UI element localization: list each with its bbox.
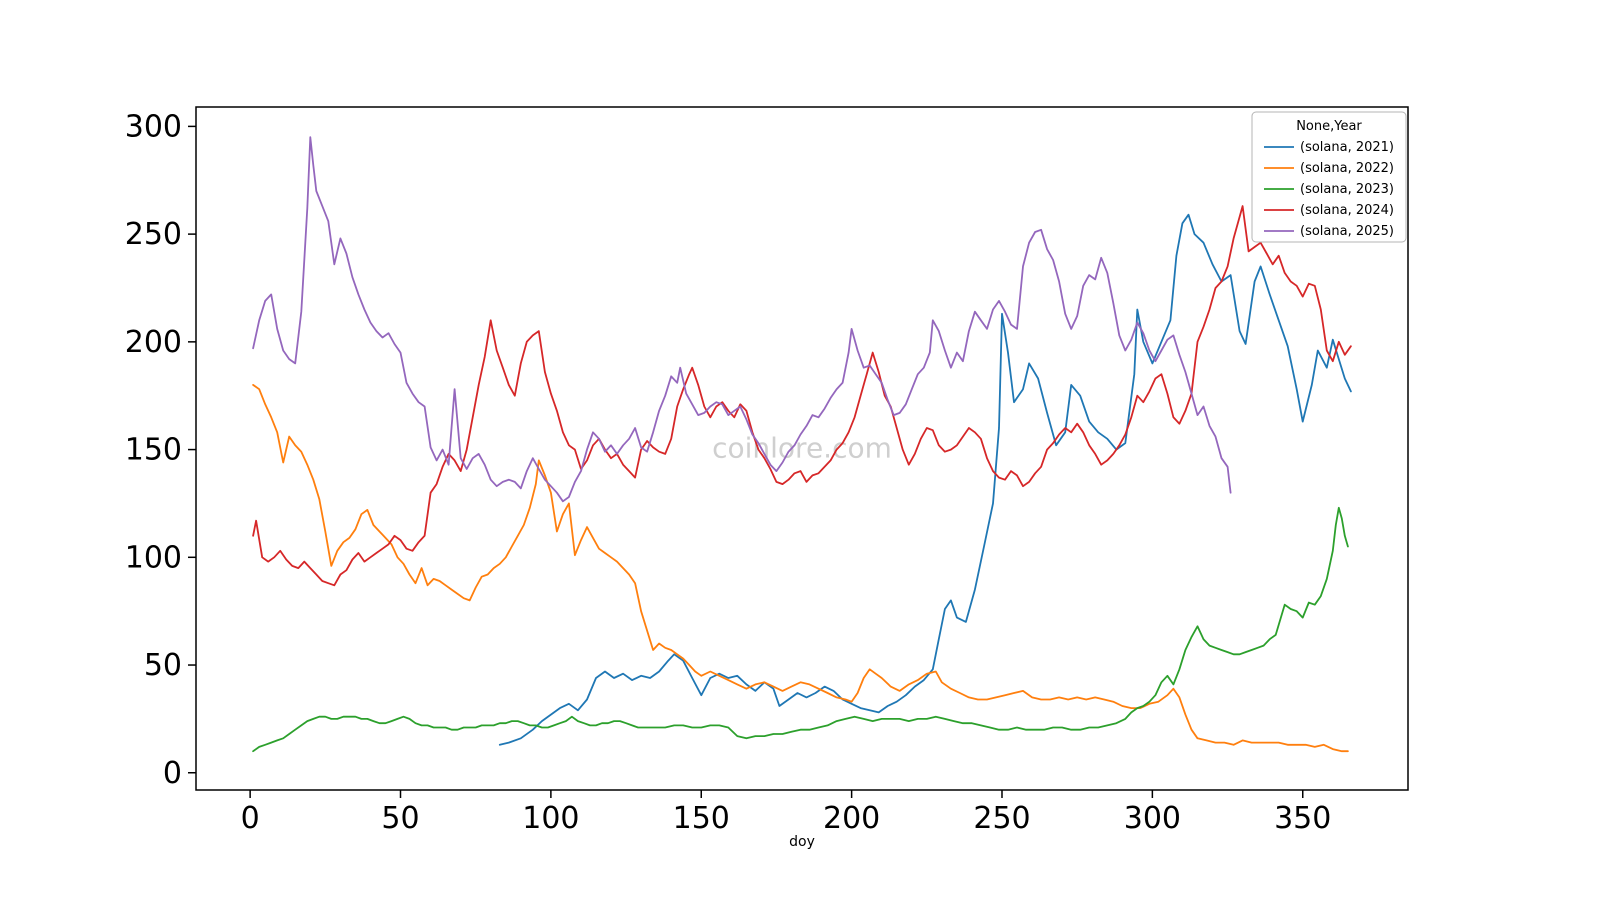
y-tick-label: 150 [125, 433, 182, 468]
x-tick-label: 150 [673, 801, 730, 836]
legend-label: (solana, 2021) [1300, 140, 1394, 155]
legend-label: (solana, 2024) [1300, 203, 1394, 218]
series-line-solana-2022 [252, 383, 1349, 753]
legend-label: (solana, 2025) [1300, 224, 1394, 239]
x-axis-label: doy [789, 834, 815, 850]
series-line-solana-2021 [498, 213, 1352, 746]
x-tick-label: 50 [381, 801, 419, 836]
y-tick-label: 50 [144, 648, 182, 683]
y-tick-label: 250 [125, 217, 182, 252]
series-line-solana-2025 [252, 136, 1232, 503]
y-tick-label: 200 [125, 325, 182, 360]
plot-border [195, 106, 1409, 791]
y-tick-label: 0 [163, 756, 182, 791]
x-tick-label: 100 [522, 801, 579, 836]
x-tick-label: 0 [241, 801, 260, 836]
series-line-solana-2023 [252, 506, 1349, 753]
watermark: coinlore.com [712, 432, 892, 465]
legend-title: None,Year [1296, 119, 1362, 134]
x-tick-label: 300 [1124, 801, 1181, 836]
y-tick-label: 100 [125, 540, 182, 575]
series-line-solana-2024 [252, 205, 1352, 587]
x-tick-label: 200 [823, 801, 880, 836]
y-tick-label: 300 [125, 109, 182, 144]
legend-label: (solana, 2023) [1300, 182, 1394, 197]
x-tick-label: 350 [1274, 801, 1331, 836]
x-tick-label: 250 [973, 801, 1030, 836]
legend-label: (solana, 2022) [1300, 161, 1394, 176]
